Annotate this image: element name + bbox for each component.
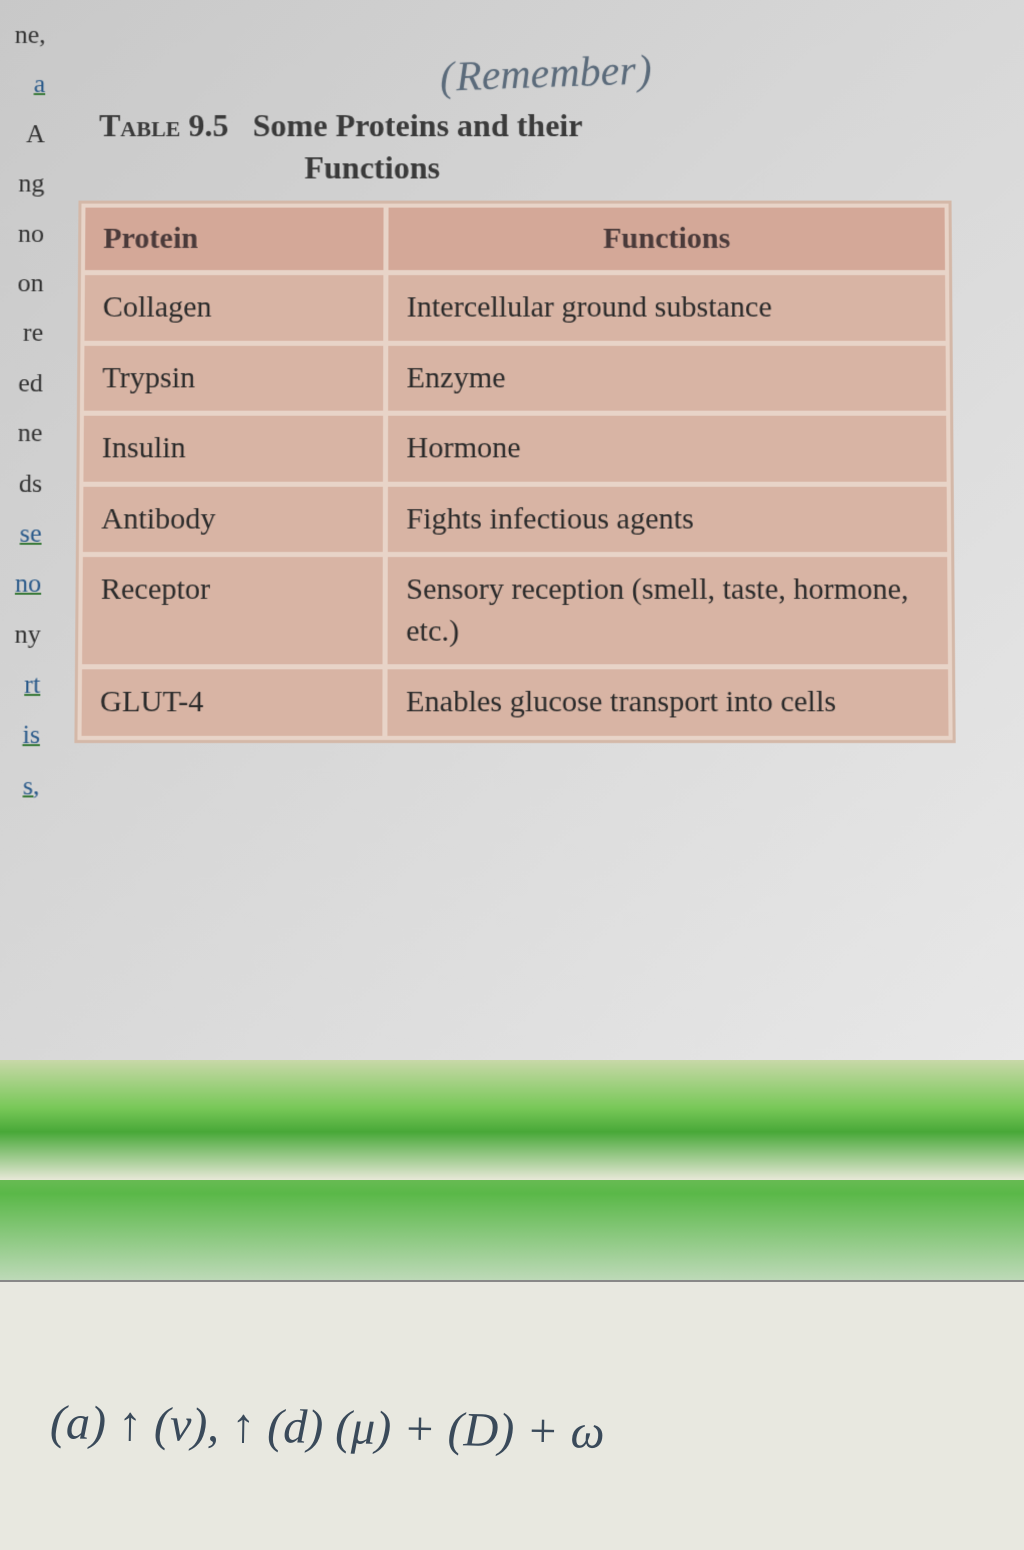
protein-name-cell: Insulin <box>82 415 384 483</box>
column-header-functions: Functions <box>388 207 946 271</box>
table-title: Table 9.5 Some Proteins and their Functi… <box>99 105 992 189</box>
table-body: CollagenIntercellular ground substanceTr… <box>81 274 950 736</box>
margin-text-fragment: a <box>0 59 50 109</box>
protein-name-cell: GLUT-4 <box>81 668 384 736</box>
margin-text-fragment: rt <box>0 659 45 710</box>
table-row: InsulinHormone <box>82 415 947 483</box>
table-row: GLUT-4Enables glucose transport into cel… <box>81 668 950 736</box>
table-row: AntibodyFights infectious agents <box>82 485 948 553</box>
margin-text-fragment: ne <box>0 408 47 458</box>
margin-text-fragment: ng <box>0 159 49 209</box>
protein-function-cell: Intercellular ground substance <box>388 274 947 341</box>
protein-function-cell: Fights infectious agents <box>387 485 948 553</box>
notebook-handwriting: (a) ↑ (v), ↑ (d) (μ) + (D) + ω <box>50 1395 605 1460</box>
protein-name-cell: Trypsin <box>83 345 385 412</box>
page-edge-color-strip <box>0 1060 1024 1180</box>
margin-text-fragment: s, <box>0 760 44 811</box>
table-header-row: Protein Functions <box>84 207 946 271</box>
margin-text-fragment: re <box>0 308 48 358</box>
margin-text-fragment: no <box>0 558 45 608</box>
protein-functions-table: Protein Functions CollagenIntercellular … <box>74 201 955 743</box>
protein-function-cell: Hormone <box>387 415 947 483</box>
table-subtitle-line1: Some Proteins and their <box>253 107 583 143</box>
table-row: TrypsinEnzyme <box>83 345 947 412</box>
margin-text-fragment: A <box>0 109 49 159</box>
protein-function-cell: Enzyme <box>387 345 947 412</box>
margin-text-fragment: ne, <box>0 10 50 59</box>
margin-text-fragment: ed <box>0 358 47 408</box>
table-label: Table 9.5 <box>99 107 229 143</box>
textbook-page: ne,aAngnoonreednedssenonyrtiss, Remember… <box>0 0 1024 1069</box>
margin-text-fragment: is <box>0 710 44 761</box>
table-row: CollagenIntercellular ground substance <box>83 274 946 341</box>
left-margin-text: ne,aAngnoonreednedssenonyrtiss, <box>0 0 50 1069</box>
protein-name-cell: Collagen <box>83 274 384 341</box>
margin-text-fragment: ny <box>0 609 45 659</box>
margin-text-fragment: ds <box>0 458 46 508</box>
protein-name-cell: Antibody <box>82 485 384 553</box>
protein-function-cell: Sensory reception (smell, taste, hormone… <box>387 556 949 665</box>
margin-text-fragment: se <box>0 508 46 558</box>
content-area: Remember Table 9.5 Some Proteins and the… <box>64 10 996 743</box>
handwritten-annotation: Remember <box>439 46 652 101</box>
margin-text-fragment: on <box>0 258 48 308</box>
margin-text-fragment: no <box>0 208 48 258</box>
table-subtitle-line2: Functions <box>304 147 991 189</box>
protein-function-cell: Enables glucose transport into cells <box>387 668 950 736</box>
column-header-protein: Protein <box>84 207 385 271</box>
table-row: ReceptorSensory reception (smell, taste,… <box>81 556 949 665</box>
protein-name-cell: Receptor <box>81 556 384 665</box>
